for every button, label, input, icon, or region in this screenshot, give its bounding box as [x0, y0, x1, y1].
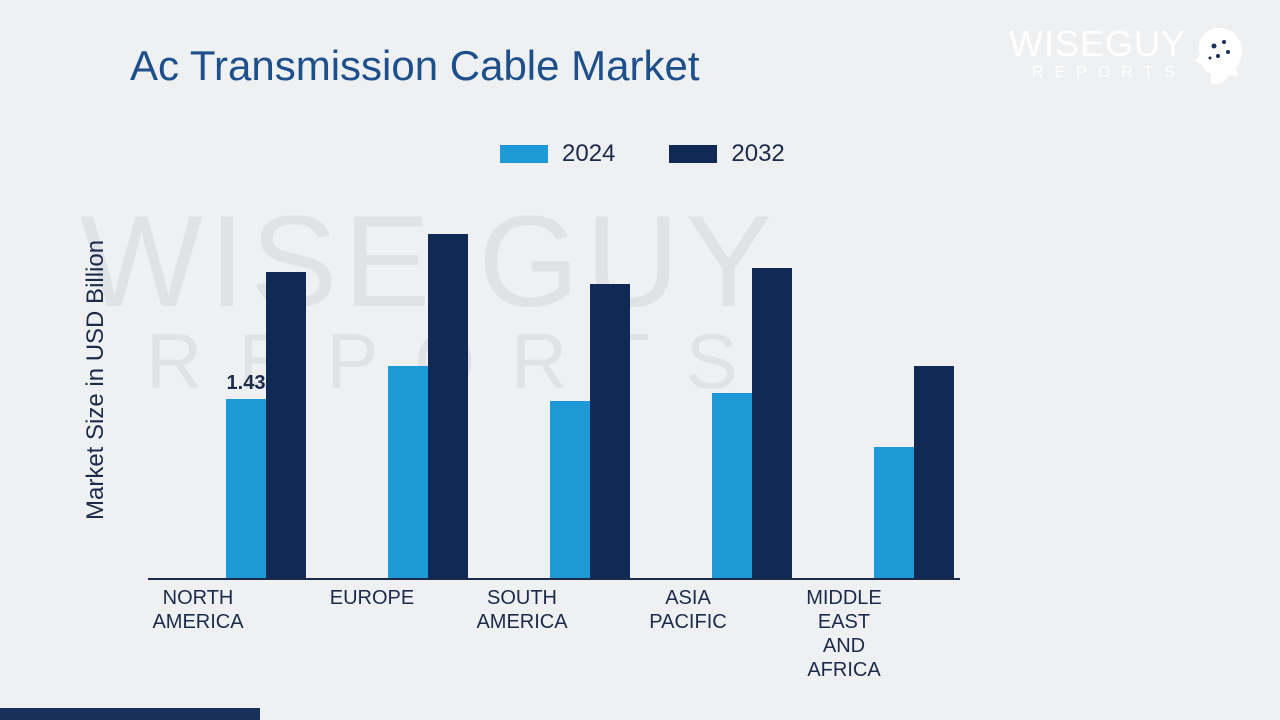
plot-area: 1.43	[148, 180, 960, 580]
logo: WISEGUY REPORTS	[1009, 26, 1246, 86]
category-label: NORTHAMERICA	[128, 586, 268, 634]
legend: 2024 2032	[500, 140, 785, 168]
legend-label-2024: 2024	[562, 140, 615, 168]
chart-area: Market Size in USD Billion 2024 2032 1.4…	[80, 140, 960, 700]
bar-value-label: 1.43	[216, 372, 276, 395]
logo-line2: REPORTS	[1032, 64, 1186, 82]
legend-swatch-2032	[669, 145, 717, 163]
category-label: SOUTHAMERICA	[452, 586, 592, 634]
category-label: MIDDLEEASTANDAFRICA	[774, 586, 914, 682]
right-panel	[970, 0, 1280, 720]
logo-head-icon	[1192, 26, 1246, 86]
category-label: ASIAPACIFIC	[618, 586, 758, 634]
category-label: EUROPE	[302, 586, 442, 610]
bar	[712, 393, 752, 578]
accent-bar	[0, 708, 260, 720]
logo-line1: WISEGUY	[1009, 26, 1186, 62]
legend-item-2024: 2024	[500, 140, 615, 168]
chart-title: Ac Transmission Cable Market	[130, 42, 700, 90]
bar	[428, 234, 468, 578]
bar	[550, 401, 590, 579]
bar	[590, 284, 630, 578]
legend-label-2032: 2032	[731, 140, 784, 168]
y-axis-label: Market Size in USD Billion	[82, 240, 110, 520]
bar	[914, 366, 954, 579]
bar	[388, 366, 428, 579]
bar	[874, 447, 914, 578]
legend-item-2032: 2032	[669, 140, 784, 168]
bar	[226, 399, 266, 578]
bar	[752, 268, 792, 578]
chart-canvas: WISEGUY REPORTS Ac Transmission Cable Ma…	[0, 0, 1280, 720]
legend-swatch-2024	[500, 145, 548, 163]
bar	[266, 272, 306, 578]
